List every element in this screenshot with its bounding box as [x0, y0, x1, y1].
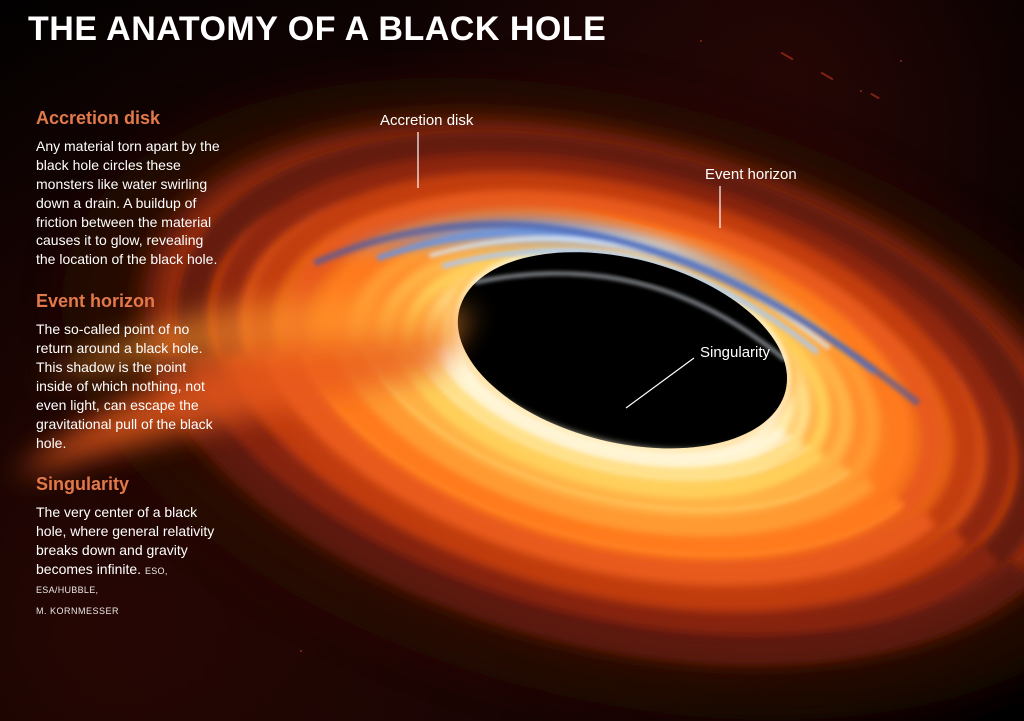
section-title: Singularity — [36, 474, 224, 495]
section-body: Any material torn apart by the black hol… — [36, 137, 224, 269]
callout-singularity: Singularity — [700, 344, 770, 361]
section-body: The very center of a black hole, where g… — [36, 503, 224, 597]
section-accretion: Accretion disk Any material torn apart b… — [36, 108, 224, 269]
section-title: Accretion disk — [36, 108, 224, 129]
callout-accretion: Accretion disk — [380, 112, 473, 129]
infographic-stage: THE ANATOMY OF A BLACK HOLE Accretion di… — [0, 0, 1024, 721]
callout-horizon: Event horizon — [705, 166, 797, 183]
section-title: Event horizon — [36, 291, 224, 312]
page-title: THE ANATOMY OF A BLACK HOLE — [28, 10, 606, 49]
section-body: The so-called point of no return around … — [36, 320, 224, 452]
section-body-text: The very center of a black hole, where g… — [36, 504, 214, 577]
section-horizon: Event horizon The so-called point of no … — [36, 291, 224, 452]
section-singularity: Singularity The very center of a black h… — [36, 474, 224, 615]
credit-line2: M. KORNMESSER — [36, 606, 224, 616]
sidebar: Accretion disk Any material torn apart b… — [36, 108, 224, 638]
